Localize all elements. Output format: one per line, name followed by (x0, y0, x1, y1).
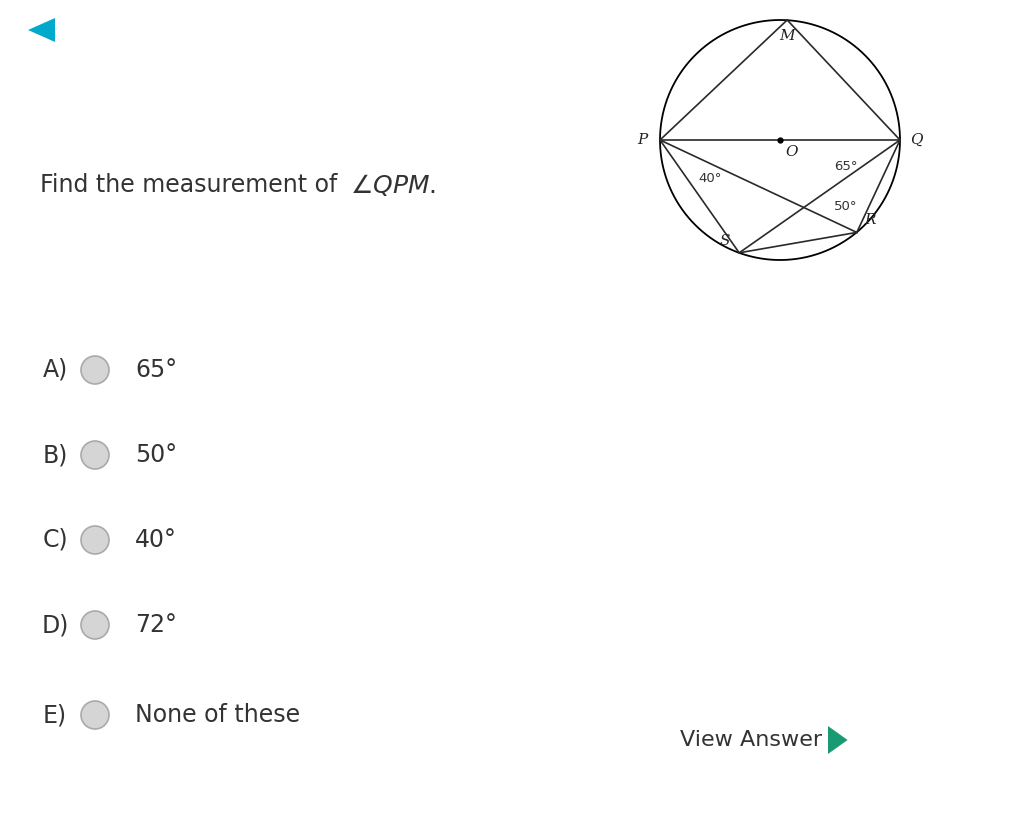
Circle shape (81, 701, 109, 729)
Circle shape (81, 356, 109, 384)
Text: D): D) (41, 613, 69, 637)
Text: None of these: None of these (135, 703, 300, 727)
Text: 50°: 50° (835, 200, 858, 212)
Text: 50°: 50° (135, 443, 177, 467)
Text: R: R (864, 213, 876, 227)
Text: A): A) (42, 358, 68, 382)
Text: S: S (720, 234, 730, 248)
Text: C): C) (42, 528, 68, 552)
Text: 40°: 40° (135, 528, 177, 552)
Text: $\angle QPM.$: $\angle QPM.$ (350, 172, 436, 198)
Text: 40°: 40° (698, 172, 722, 185)
Text: 65°: 65° (135, 358, 177, 382)
Circle shape (81, 441, 109, 469)
Text: O: O (785, 145, 799, 159)
Text: M: M (779, 29, 795, 43)
Circle shape (81, 611, 109, 639)
Polygon shape (828, 726, 848, 754)
Text: 65°: 65° (835, 160, 858, 173)
Text: P: P (637, 133, 647, 147)
Text: E): E) (43, 703, 67, 727)
Text: B): B) (42, 443, 68, 467)
Text: View Answer: View Answer (680, 730, 822, 750)
Polygon shape (28, 18, 55, 42)
Circle shape (81, 526, 109, 554)
Text: 72°: 72° (135, 613, 177, 637)
Text: Q: Q (909, 133, 923, 147)
Text: Find the measurement of: Find the measurement of (40, 173, 345, 197)
